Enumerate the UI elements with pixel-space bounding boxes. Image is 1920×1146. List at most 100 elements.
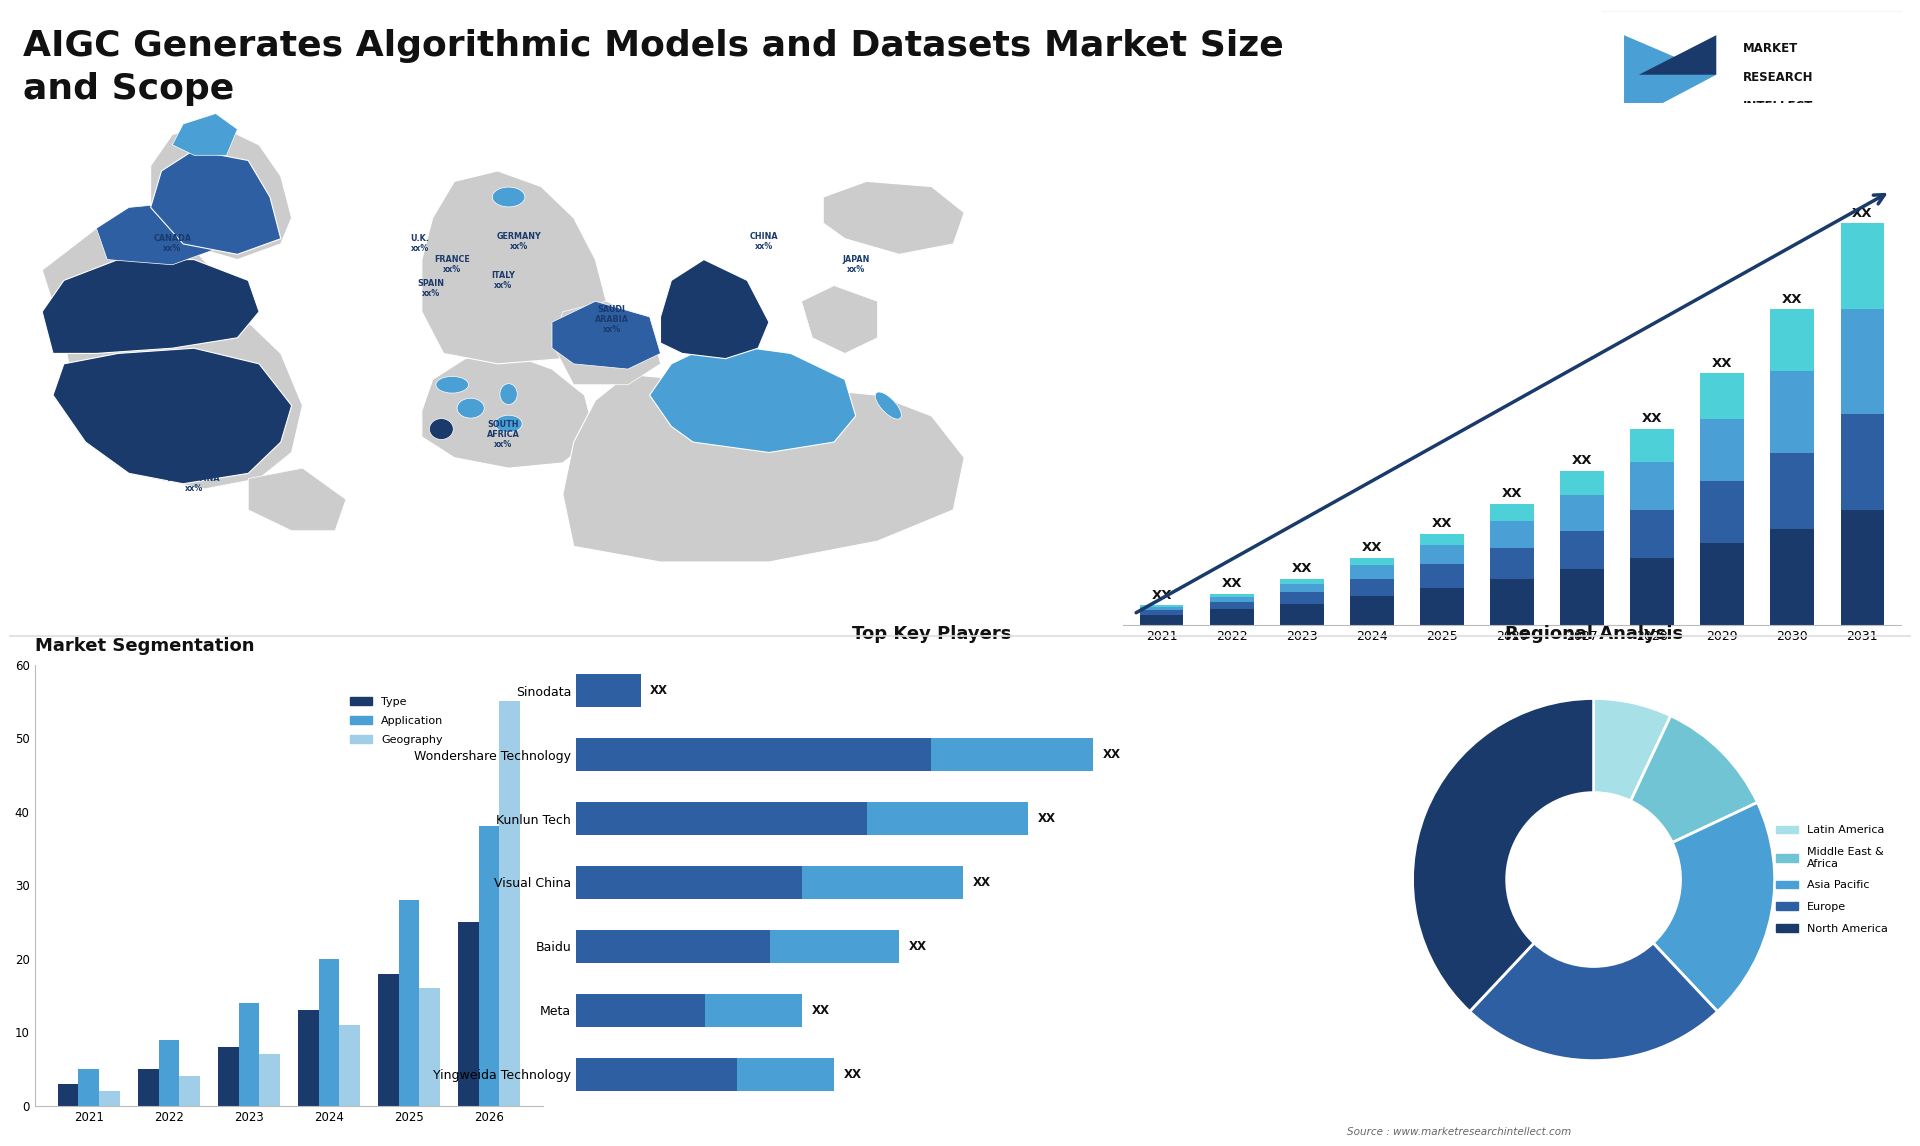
Bar xyxy=(319,959,340,1106)
Polygon shape xyxy=(96,202,215,265)
Bar xyxy=(1490,548,1534,579)
Polygon shape xyxy=(563,375,964,562)
Text: MEXICO
xx%: MEXICO xx% xyxy=(138,383,173,402)
Bar xyxy=(478,826,499,1106)
Wedge shape xyxy=(1594,698,1670,801)
Bar xyxy=(1210,597,1254,602)
Text: INTELLECT: INTELLECT xyxy=(1743,100,1814,112)
Bar xyxy=(100,1091,121,1106)
Text: RESEARCH: RESEARCH xyxy=(1743,71,1814,84)
Bar xyxy=(1841,223,1884,309)
Bar xyxy=(576,802,866,835)
FancyBboxPatch shape xyxy=(1599,10,1905,144)
Text: U.S.
xx%: U.S. xx% xyxy=(113,305,132,324)
Bar xyxy=(576,738,931,771)
Wedge shape xyxy=(1653,802,1774,1012)
Bar xyxy=(419,988,440,1106)
Bar xyxy=(1421,534,1463,545)
Bar xyxy=(1630,462,1674,510)
Ellipse shape xyxy=(436,376,468,393)
Bar xyxy=(1770,453,1814,529)
Text: XX: XX xyxy=(1432,517,1452,529)
Bar xyxy=(1770,529,1814,625)
Bar xyxy=(1140,615,1183,625)
Bar xyxy=(576,929,770,963)
Bar xyxy=(1421,564,1463,588)
Text: ITALY
xx%: ITALY xx% xyxy=(492,270,515,290)
Text: Market Segmentation: Market Segmentation xyxy=(35,637,253,654)
Bar xyxy=(1140,607,1183,610)
Bar xyxy=(138,1069,159,1106)
Polygon shape xyxy=(173,113,238,155)
Bar xyxy=(1210,610,1254,625)
Ellipse shape xyxy=(430,418,453,439)
Bar xyxy=(179,1076,200,1106)
Bar xyxy=(1561,570,1603,625)
Bar xyxy=(931,738,1092,771)
Bar xyxy=(1561,531,1603,570)
Wedge shape xyxy=(1469,943,1718,1061)
Bar xyxy=(737,1058,835,1091)
Text: XX: XX xyxy=(651,684,668,697)
Text: XX: XX xyxy=(812,1004,829,1017)
Polygon shape xyxy=(553,301,660,369)
Bar xyxy=(1490,521,1534,548)
Bar xyxy=(1490,579,1534,625)
Text: JAPAN
xx%: JAPAN xx% xyxy=(843,256,870,274)
Polygon shape xyxy=(660,259,768,359)
Bar xyxy=(499,701,520,1106)
Bar xyxy=(1701,419,1743,481)
Ellipse shape xyxy=(492,187,524,207)
Bar xyxy=(238,1003,259,1106)
Text: Source : www.marketresearchintellect.com: Source : www.marketresearchintellect.com xyxy=(1348,1127,1571,1137)
Text: MARKET: MARKET xyxy=(1743,42,1799,55)
Bar xyxy=(576,674,641,707)
Text: XX: XX xyxy=(1102,748,1121,761)
Text: XX: XX xyxy=(1501,487,1523,501)
Bar xyxy=(1561,495,1603,531)
Bar xyxy=(1701,481,1743,543)
Polygon shape xyxy=(42,223,303,489)
Ellipse shape xyxy=(495,415,522,432)
Wedge shape xyxy=(1413,698,1594,1012)
Bar xyxy=(259,1054,280,1106)
Title: Top Key Players: Top Key Players xyxy=(851,626,1012,643)
Bar xyxy=(159,1039,179,1106)
Polygon shape xyxy=(42,259,259,353)
Bar xyxy=(1841,415,1884,510)
Text: XX: XX xyxy=(973,876,991,889)
Polygon shape xyxy=(150,150,280,254)
Text: XX: XX xyxy=(1853,206,1872,220)
Bar xyxy=(1350,596,1394,625)
Legend: Type, Application, Geography: Type, Application, Geography xyxy=(346,692,447,749)
Bar xyxy=(1770,371,1814,453)
Bar xyxy=(1140,605,1183,607)
Bar xyxy=(1140,610,1183,615)
Bar xyxy=(1281,579,1323,583)
Ellipse shape xyxy=(876,392,900,419)
Bar xyxy=(803,865,964,900)
Bar xyxy=(1770,309,1814,371)
Text: INDIA
xx%: INDIA xx% xyxy=(691,331,716,350)
Wedge shape xyxy=(1630,716,1757,842)
Bar xyxy=(58,1084,79,1106)
Polygon shape xyxy=(248,468,346,531)
Text: SOUTH
AFRICA
xx%: SOUTH AFRICA xx% xyxy=(488,419,520,449)
Polygon shape xyxy=(422,171,607,363)
Text: FRANCE
xx%: FRANCE xx% xyxy=(434,256,470,274)
Text: XX: XX xyxy=(1713,356,1732,369)
Text: CHINA
xx%: CHINA xx% xyxy=(749,231,778,251)
Text: XX: XX xyxy=(908,940,927,952)
Text: XX: XX xyxy=(845,1068,862,1081)
Bar xyxy=(457,923,478,1106)
Bar xyxy=(1210,594,1254,597)
Bar xyxy=(770,929,899,963)
Text: BRAZIL
xx%: BRAZIL xx% xyxy=(205,427,238,447)
Bar xyxy=(79,1069,100,1106)
Title: Regional Analysis: Regional Analysis xyxy=(1505,626,1682,643)
Ellipse shape xyxy=(499,384,516,405)
Bar xyxy=(866,802,1027,835)
Bar xyxy=(576,1058,737,1091)
Bar xyxy=(217,1047,238,1106)
Bar xyxy=(1490,504,1534,521)
